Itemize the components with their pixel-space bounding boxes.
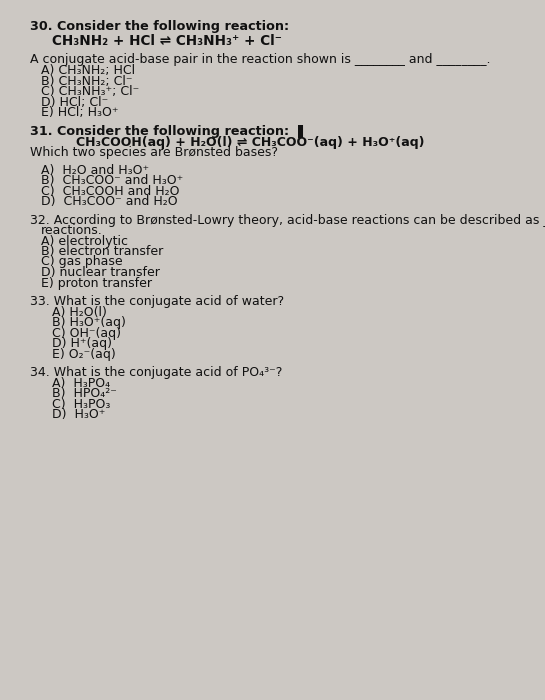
Text: D)  H₃O⁺: D) H₃O⁺: [52, 408, 105, 421]
Text: A)  H₂O and H₃O⁺: A) H₂O and H₃O⁺: [41, 164, 149, 177]
Text: A conjugate acid-base pair in the reaction shown is ________ and ________.: A conjugate acid-base pair in the reacti…: [30, 53, 490, 66]
Text: C) OH⁻(aq): C) OH⁻(aq): [52, 327, 121, 340]
Text: B) electron transfer: B) electron transfer: [41, 245, 163, 258]
Text: A) H₂O(l): A) H₂O(l): [52, 306, 107, 319]
Text: D) HCl; Cl⁻: D) HCl; Cl⁻: [41, 96, 108, 109]
Text: E) O₂⁻(aq): E) O₂⁻(aq): [52, 348, 116, 361]
Text: CH₃COOH(aq) + H₂O(l) ⇌ CH₃COO⁻(aq) + H₃O⁺(aq): CH₃COOH(aq) + H₂O(l) ⇌ CH₃COO⁻(aq) + H₃O…: [76, 136, 425, 149]
Text: B) H₃O⁺(aq): B) H₃O⁺(aq): [52, 316, 126, 330]
Text: 34. What is the conjugate acid of PO₄³⁻?: 34. What is the conjugate acid of PO₄³⁻?: [30, 366, 282, 379]
Text: 31. Consider the following reaction:  ▌: 31. Consider the following reaction: ▌: [30, 125, 308, 138]
Text: reactions.: reactions.: [41, 224, 102, 237]
Text: B)  HPO₄²⁻: B) HPO₄²⁻: [52, 387, 117, 400]
Text: A) electrolytic: A) electrolytic: [41, 234, 128, 248]
Text: CH₃NH₂ + HCl ⇌ CH₃NH₃⁺ + Cl⁻: CH₃NH₂ + HCl ⇌ CH₃NH₃⁺ + Cl⁻: [52, 34, 282, 48]
Text: C) CH₃NH₃⁺; Cl⁻: C) CH₃NH₃⁺; Cl⁻: [41, 85, 139, 99]
Text: D) H⁺(aq): D) H⁺(aq): [52, 337, 112, 351]
Text: C)  H₃PO₃: C) H₃PO₃: [52, 398, 110, 411]
Text: 30. Consider the following reaction:: 30. Consider the following reaction:: [30, 20, 289, 33]
Text: A)  H₃PO₄: A) H₃PO₄: [52, 377, 110, 390]
Text: E) HCl; H₃O⁺: E) HCl; H₃O⁺: [41, 106, 118, 120]
Text: D) nuclear transfer: D) nuclear transfer: [41, 266, 160, 279]
Text: B)  CH₃COO⁻ and H₃O⁺: B) CH₃COO⁻ and H₃O⁺: [41, 174, 183, 188]
Text: C) gas phase: C) gas phase: [41, 256, 123, 269]
Text: C)  CH₃COOH and H₂O: C) CH₃COOH and H₂O: [41, 185, 179, 198]
Text: 33. What is the conjugate acid of water?: 33. What is the conjugate acid of water?: [30, 295, 284, 309]
Text: E) proton transfer: E) proton transfer: [41, 276, 152, 290]
Text: 32. According to Brønsted-Lowry theory, acid-base reactions can be described as : 32. According to Brønsted-Lowry theory, …: [30, 214, 545, 227]
Text: A) CH₃NH₂; HCl: A) CH₃NH₂; HCl: [41, 64, 135, 78]
Text: B) CH₃NH₂; Cl⁻: B) CH₃NH₂; Cl⁻: [41, 75, 132, 88]
Text: Which two species are Brønsted bases?: Which two species are Brønsted bases?: [30, 146, 278, 160]
Text: D)  CH₃COO⁻ and H₂O: D) CH₃COO⁻ and H₂O: [41, 195, 178, 209]
